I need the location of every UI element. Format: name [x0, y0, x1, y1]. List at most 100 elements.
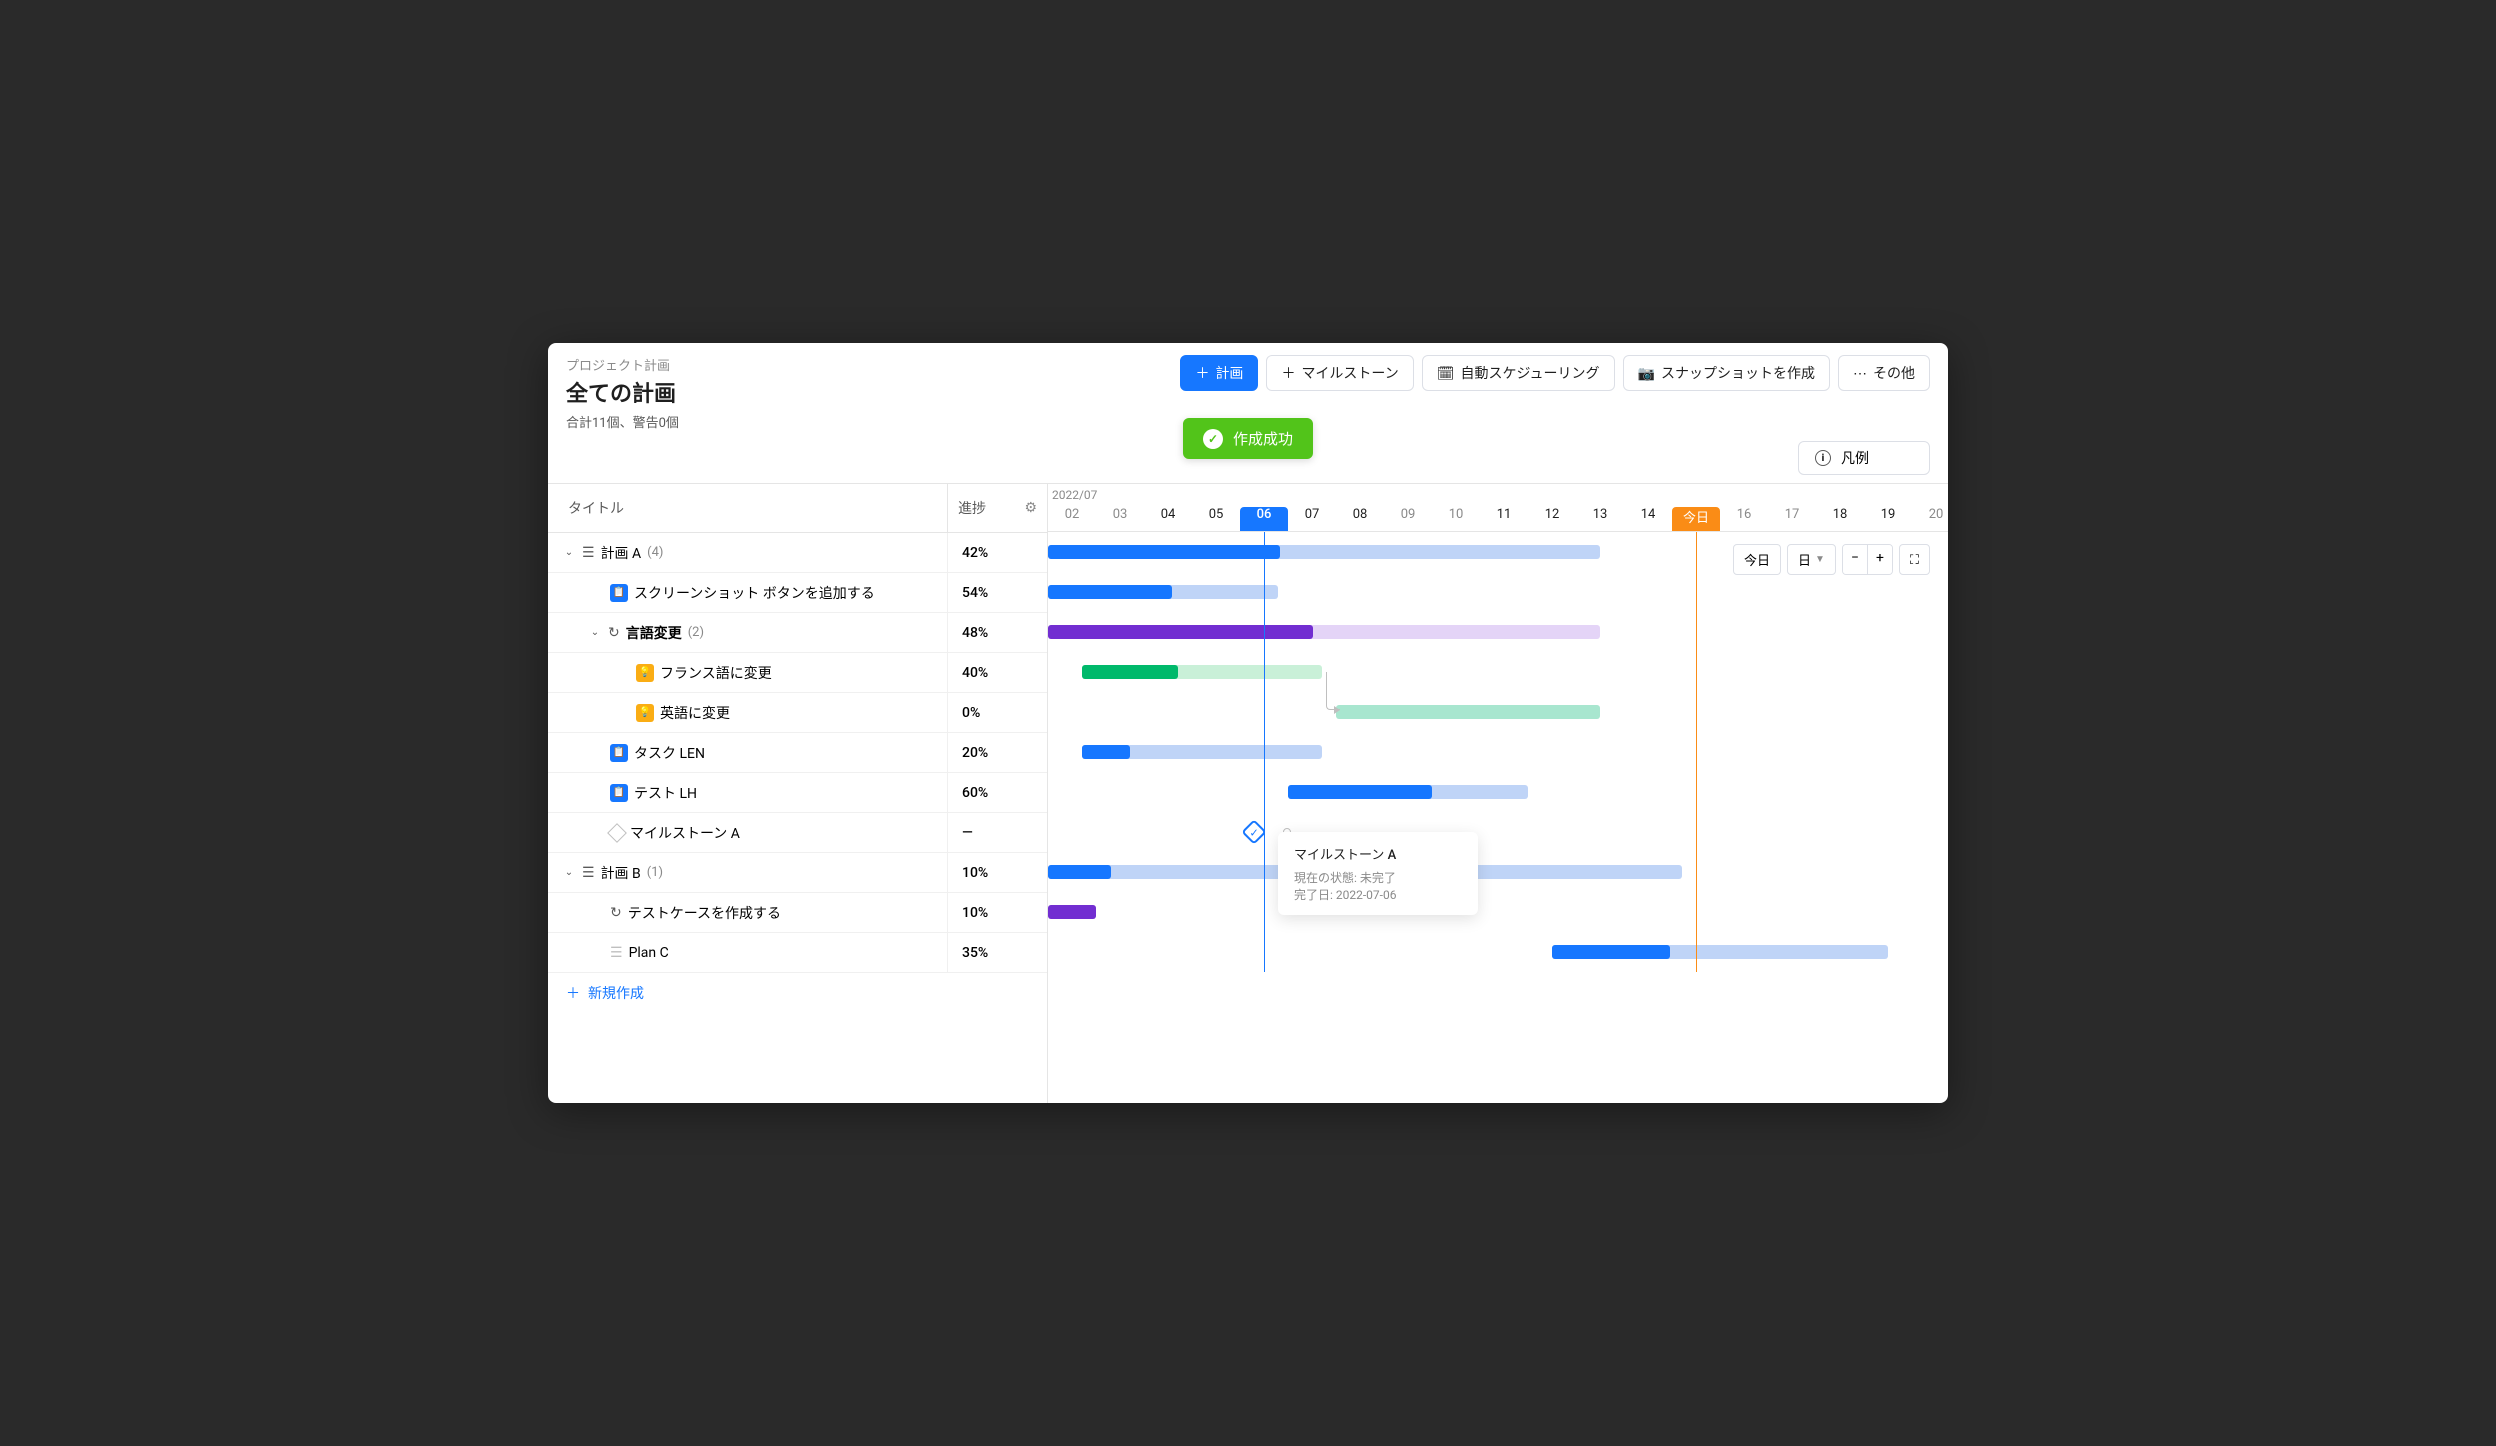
task-progress: 0% [947, 693, 1047, 732]
task-row[interactable]: ⌄☰計画 B(1)10% [548, 853, 1047, 893]
zoom-in-button[interactable]: + [1868, 545, 1892, 574]
header-left: プロジェクト計画 全ての計画 合計11個、警告0個 [566, 355, 1164, 431]
day-10[interactable]: 10 [1432, 507, 1480, 531]
zoom-controls: − + [1842, 544, 1893, 575]
gantt-bar-fill[interactable] [1552, 945, 1670, 959]
gantt-row[interactable] [1048, 692, 1948, 732]
idea-icon: 💡 [636, 704, 654, 722]
progress-column-header[interactable]: 進捗 ⚙ [947, 484, 1047, 532]
subtitle: 合計11個、警告0個 [566, 412, 1164, 431]
zoom-out-button[interactable]: − [1843, 545, 1868, 574]
gear-icon[interactable]: ⚙ [1024, 500, 1037, 516]
gantt-bar-fill[interactable] [1288, 785, 1432, 799]
gantt-body[interactable]: ✓ [1048, 532, 1948, 972]
gantt-row[interactable] [1048, 892, 1948, 932]
gantt-bar-fill[interactable] [1048, 905, 1096, 919]
expand-icon: ⛶ [1910, 552, 1919, 568]
task-row[interactable]: ⌄☰計画 A(4)42% [548, 533, 1047, 573]
day-today[interactable]: 今日 [1672, 507, 1720, 531]
snapshot-label: スナップショットを作成 [1661, 363, 1815, 383]
task-row[interactable]: マイルストーン A— [548, 813, 1047, 853]
day-14[interactable]: 14 [1624, 507, 1672, 531]
task-title-cell: マイルストーン A [548, 823, 947, 843]
day-07[interactable]: 07 [1288, 507, 1336, 531]
list-icon: ☰ [582, 865, 595, 881]
day-04[interactable]: 04 [1144, 507, 1192, 531]
task-progress: 42% [947, 533, 1047, 572]
day-18[interactable]: 18 [1816, 507, 1864, 531]
plan-button[interactable]: ＋計画 [1180, 355, 1258, 391]
day-11[interactable]: 11 [1480, 507, 1528, 531]
task-count: (2) [688, 625, 704, 640]
task-name: 英語に変更 [660, 703, 730, 723]
task-icon: 📋 [610, 784, 628, 802]
legend-button[interactable]: i 凡例 [1798, 441, 1930, 475]
task-progress: 40% [947, 653, 1047, 692]
other-button[interactable]: ⋯その他 [1838, 355, 1930, 391]
gantt-row[interactable] [1048, 612, 1948, 652]
gantt-row[interactable] [1048, 732, 1948, 772]
task-title-cell: 💡 英語に変更 [548, 703, 947, 723]
gantt-bar-fill[interactable] [1048, 585, 1172, 599]
task-row[interactable]: ☰Plan C35% [548, 933, 1047, 973]
task-row[interactable]: 📋タスク LEN20% [548, 733, 1047, 773]
day-13[interactable]: 13 [1576, 507, 1624, 531]
task-title-cell: ⌄☰計画 B(1) [548, 863, 947, 883]
snapshot-button[interactable]: 📷スナップショットを作成 [1623, 355, 1830, 391]
day-08[interactable]: 08 [1336, 507, 1384, 531]
dots-icon: ⋯ [1853, 365, 1867, 382]
gantt-bar-fill[interactable] [1048, 865, 1111, 879]
task-title-cell: ⌄☰計画 A(4) [548, 543, 947, 563]
idea-icon: 💡 [636, 664, 654, 682]
task-row[interactable]: 💡 英語に変更 0% [548, 693, 1047, 733]
dependency-line [1326, 672, 1340, 710]
auto-schedule-button[interactable]: 🗓自動スケジューリング [1422, 355, 1615, 391]
task-name: スクリーンショット ボタンを追加する [634, 583, 875, 603]
day-09[interactable]: 09 [1384, 507, 1432, 531]
task-row[interactable]: ⌄↻言語変更(2)48% [548, 613, 1047, 653]
gantt-row[interactable] [1048, 572, 1948, 612]
gantt-bar-fill[interactable] [1048, 545, 1280, 559]
fullscreen-button[interactable]: ⛶ [1899, 544, 1930, 575]
gantt-bar-fill[interactable] [1082, 745, 1130, 759]
day-06[interactable]: 06 [1240, 507, 1288, 531]
timeline-days: 02030405060708091011121314今日1617181920 [1048, 507, 1948, 531]
task-row[interactable]: 💡フランス語に変更40% [548, 653, 1047, 693]
day-20[interactable]: 20 [1912, 507, 1948, 531]
task-icon: 📋 [610, 584, 628, 602]
day-03[interactable]: 03 [1096, 507, 1144, 531]
caret-icon[interactable]: ⌄ [562, 546, 576, 560]
task-name: 計画 B [601, 863, 641, 883]
caret-icon[interactable]: ⌄ [562, 866, 576, 880]
day-02[interactable]: 02 [1048, 507, 1096, 531]
check-icon: ✓ [1249, 826, 1258, 839]
milestone-marker[interactable]: ✓ [1241, 819, 1266, 844]
task-icon: 📋 [610, 744, 628, 762]
unit-label: 日 [1798, 550, 1811, 569]
gantt-bar-bg[interactable] [1336, 705, 1600, 719]
breadcrumb[interactable]: プロジェクト計画 [566, 355, 1164, 374]
caret-icon[interactable]: ⌄ [588, 626, 602, 640]
today-button[interactable]: 今日 [1733, 544, 1781, 575]
gantt-bar-fill[interactable] [1048, 625, 1313, 639]
legend-label: 凡例 [1841, 448, 1869, 468]
milestone-button[interactable]: ＋マイルストーン [1266, 355, 1413, 391]
title-column-header[interactable]: タイトル [548, 484, 947, 532]
day-17[interactable]: 17 [1768, 507, 1816, 531]
gantt-row[interactable]: ✓ [1048, 812, 1948, 852]
unit-select[interactable]: 日▼ [1787, 544, 1836, 575]
task-title-cell: ☰Plan C [548, 945, 947, 961]
day-12[interactable]: 12 [1528, 507, 1576, 531]
day-05[interactable]: 05 [1192, 507, 1240, 531]
new-task-button[interactable]: ＋ 新規作成 [548, 973, 1047, 1013]
gantt-row[interactable] [1048, 852, 1948, 892]
day-19[interactable]: 19 [1864, 507, 1912, 531]
task-row[interactable]: 📋スクリーンショット ボタンを追加する54% [548, 573, 1047, 613]
day-16[interactable]: 16 [1720, 507, 1768, 531]
gantt-row[interactable] [1048, 932, 1948, 972]
gantt-row[interactable] [1048, 652, 1948, 692]
gantt-bar-fill[interactable] [1082, 665, 1178, 679]
gantt-row[interactable] [1048, 772, 1948, 812]
task-row[interactable]: 📋テスト LH60% [548, 773, 1047, 813]
task-row[interactable]: ↻テストケースを作成する10% [548, 893, 1047, 933]
